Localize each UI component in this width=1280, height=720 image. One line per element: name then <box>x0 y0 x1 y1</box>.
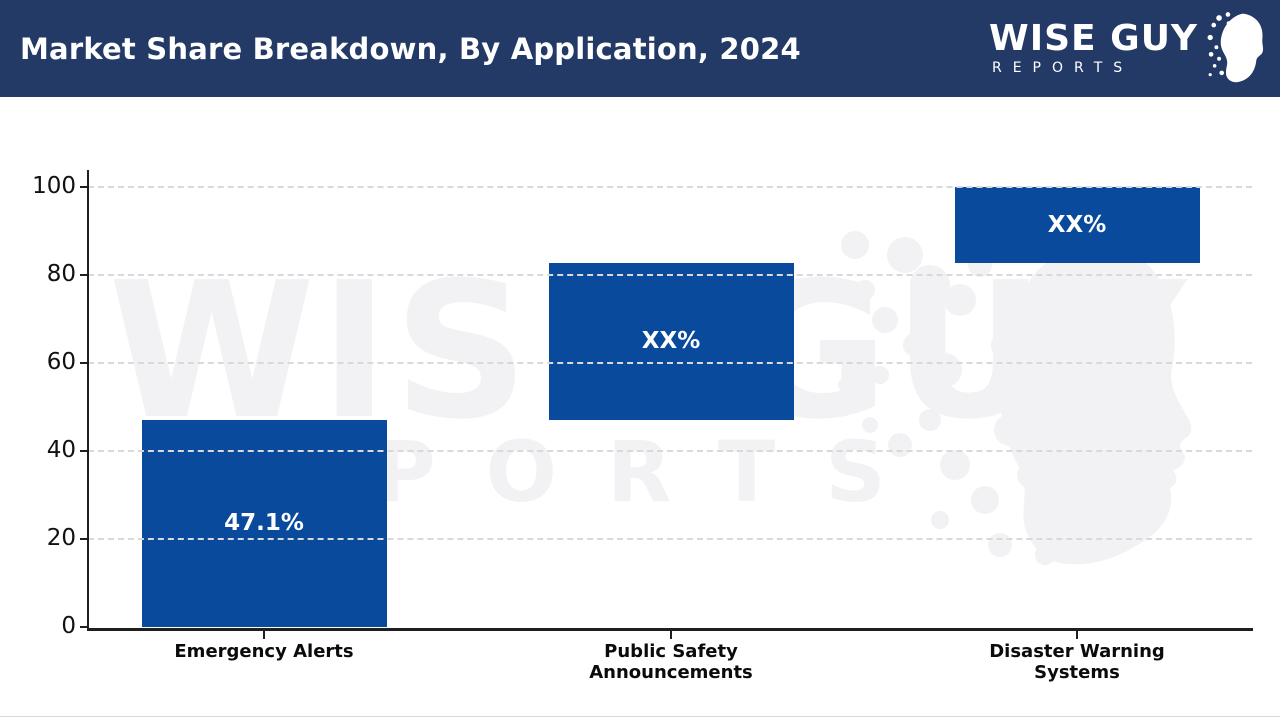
bar-segment: XX% <box>954 187 1200 263</box>
bar-segment: 47.1% <box>141 419 387 627</box>
x-category-label: Emergency Alerts <box>174 641 354 662</box>
gridline-100 <box>88 186 1252 188</box>
x-category-label: Disaster Warning Systems <box>989 641 1165 683</box>
bar-value-label: XX% <box>1047 211 1107 238</box>
y-tick-label: 40 <box>46 437 76 463</box>
bottom-divider <box>0 716 1280 717</box>
logo-text: WISE GUY REPORTS <box>988 18 1198 77</box>
logo-brand-name: WISE GUY <box>988 18 1198 59</box>
gridline-80 <box>88 274 1252 276</box>
wiseguy-logo: WISE GUY REPORTS <box>989 9 1266 89</box>
x-category-label: Public Safety Announcements <box>589 641 753 683</box>
y-tick-label: 20 <box>46 525 76 551</box>
logo-brand-subtitle: REPORTS <box>991 60 1134 76</box>
y-tick-label: 100 <box>32 173 76 199</box>
gridline-20 <box>88 538 1252 540</box>
y-tick-mark <box>80 626 88 628</box>
watermark-face-icon <box>838 231 1192 565</box>
bar-segment: XX% <box>548 262 794 420</box>
y-tick-label: 80 <box>46 261 76 287</box>
bar-value-label: XX% <box>641 328 701 355</box>
bar-value-label: 47.1% <box>224 510 304 537</box>
x-tick-mark <box>670 631 672 639</box>
x-tick-mark <box>263 631 265 639</box>
y-tick-mark <box>80 538 88 540</box>
page-title: Market Share Breakdown, By Application, … <box>20 31 801 66</box>
y-tick-mark <box>80 186 88 188</box>
x-tick-mark <box>1076 631 1078 639</box>
wiseguy-face-icon <box>1207 11 1264 82</box>
gridline-40 <box>88 450 1252 452</box>
header-bar: Market Share Breakdown, By Application, … <box>0 0 1280 97</box>
y-tick-mark <box>80 362 88 364</box>
y-tick-label: 60 <box>46 349 76 375</box>
gridline-60 <box>88 362 1252 364</box>
y-tick-mark <box>80 274 88 276</box>
x-axis-line <box>87 628 1253 631</box>
y-tick-label: 0 <box>61 613 76 639</box>
y-tick-mark <box>80 450 88 452</box>
y-axis-line <box>87 170 89 630</box>
